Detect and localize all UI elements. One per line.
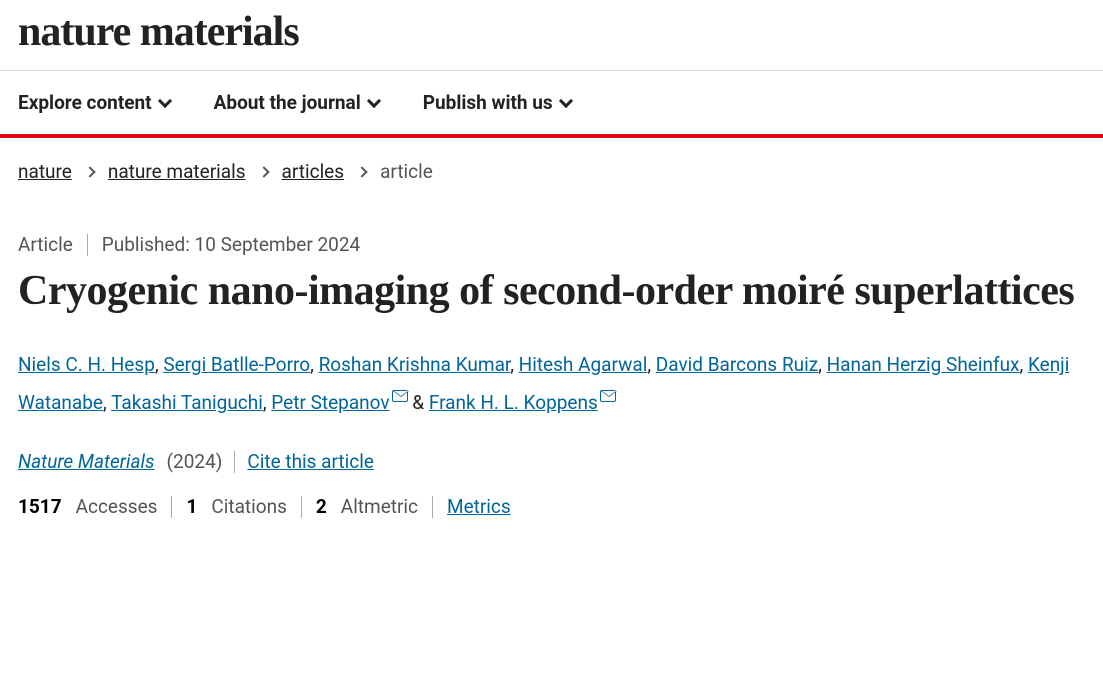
- chevron-down-icon: [559, 93, 573, 107]
- cite-article-link[interactable]: Cite this article: [247, 450, 374, 473]
- breadcrumb-current: article: [380, 160, 433, 183]
- accesses-count: 1517: [18, 495, 62, 518]
- article-title: Cryogenic nano-imaging of second-order m…: [18, 266, 1085, 316]
- nav-label: Explore content: [18, 91, 152, 114]
- journal-brand[interactable]: nature materials: [0, 0, 1103, 70]
- mail-icon[interactable]: [392, 390, 408, 402]
- article-meta: Article Published: 10 September 2024: [18, 233, 1085, 256]
- chevron-down-icon: [367, 93, 381, 107]
- chevron-right-icon: [356, 166, 367, 177]
- citation-row: Nature Materials (2024) Cite this articl…: [18, 450, 1085, 473]
- author-link[interactable]: Frank H. L. Koppens: [429, 391, 598, 414]
- nav-publish-with-us[interactable]: Publish with us: [423, 91, 571, 114]
- breadcrumb-nature-materials[interactable]: nature materials: [108, 160, 246, 183]
- author-link[interactable]: Petr Stepanov: [271, 391, 389, 414]
- divider: [171, 496, 172, 518]
- nav-label: Publish with us: [423, 91, 553, 114]
- author-link[interactable]: Sergi Batlle-Porro: [163, 353, 310, 376]
- author-link[interactable]: Roshan Krishna Kumar: [319, 353, 511, 376]
- article-content: nature nature materials articles article…: [0, 138, 1103, 540]
- nav-explore-content[interactable]: Explore content: [18, 91, 170, 114]
- journal-link[interactable]: Nature Materials: [18, 450, 155, 473]
- published-date: Published: 10 September 2024: [102, 233, 360, 256]
- altmetric-count: 2: [316, 495, 327, 518]
- metrics-link[interactable]: Metrics: [447, 495, 511, 518]
- breadcrumb-articles[interactable]: articles: [282, 160, 345, 183]
- chevron-down-icon: [158, 93, 172, 107]
- breadcrumb-nature[interactable]: nature: [18, 160, 72, 183]
- chevron-right-icon: [84, 166, 95, 177]
- mail-icon[interactable]: [600, 390, 616, 402]
- divider: [301, 496, 302, 518]
- author-link[interactable]: Takashi Taniguchi: [111, 391, 263, 414]
- chevron-right-icon: [258, 166, 269, 177]
- citations-label: Citations: [211, 495, 287, 518]
- author-link[interactable]: David Barcons Ruiz: [656, 353, 818, 376]
- nav-about-journal[interactable]: About the journal: [214, 91, 379, 114]
- divider: [234, 451, 235, 473]
- accesses-label: Accesses: [76, 495, 158, 518]
- divider: [432, 496, 433, 518]
- journal-year: (2024): [167, 450, 223, 473]
- author-link[interactable]: Hitesh Agarwal: [519, 353, 648, 376]
- divider: [87, 234, 88, 256]
- author-list: Niels C. H. Hesp, Sergi Batlle-Porro, Ro…: [18, 346, 1085, 422]
- breadcrumb: nature nature materials articles article: [18, 160, 1085, 183]
- author-link[interactable]: Niels C. H. Hesp: [18, 353, 155, 376]
- metrics-row: 1517 Accesses 1 Citations 2 Altmetric Me…: [18, 495, 1085, 518]
- citations-count: 1: [186, 495, 197, 518]
- nav-bar: Explore content About the journal Publis…: [0, 70, 1103, 138]
- nav-label: About the journal: [214, 91, 361, 114]
- altmetric-label: Altmetric: [341, 495, 418, 518]
- author-link[interactable]: Hanan Herzig Sheinfux: [827, 353, 1020, 376]
- article-type: Article: [18, 233, 73, 256]
